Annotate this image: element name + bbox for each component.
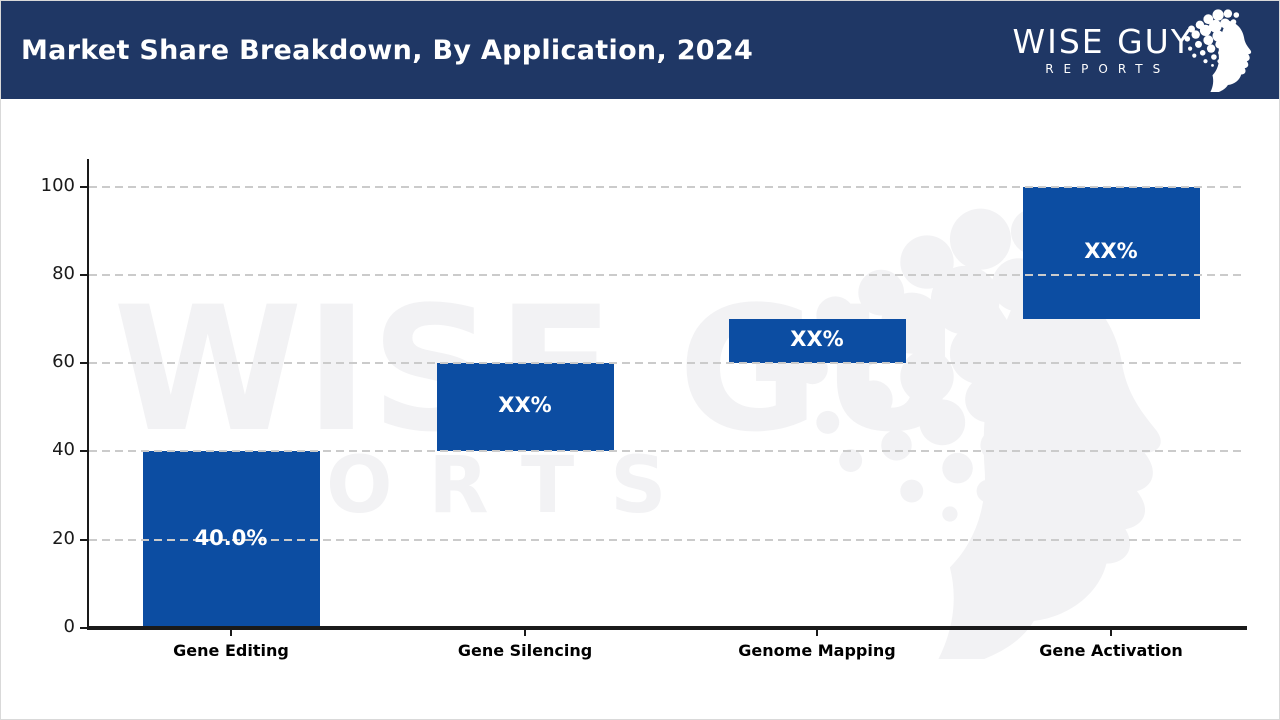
y-axis-line	[87, 159, 89, 630]
x-category-label: Gene Activation	[1039, 641, 1183, 660]
x-tick-mark	[230, 630, 232, 636]
bar-value-label: XX%	[498, 393, 552, 418]
bar	[1022, 186, 1200, 319]
y-tick-mark	[80, 538, 88, 541]
gridline	[89, 185, 1246, 188]
page-title: Market Share Breakdown, By Application, …	[21, 34, 754, 66]
y-tick-mark	[80, 185, 88, 188]
bar-value-label: 40.0%	[194, 525, 268, 550]
y-tick-mark	[80, 362, 88, 365]
y-tick-mark	[80, 627, 88, 629]
wiseguy-logo: WISE GUY REPORTS	[1012, 8, 1255, 92]
bar	[436, 363, 614, 452]
gridline	[89, 362, 1246, 365]
y-tick-label: 20	[52, 527, 75, 549]
gridline	[89, 538, 1246, 541]
x-tick-mark	[524, 630, 526, 636]
gridline	[89, 450, 1246, 453]
header: Market Share Breakdown, By Application, …	[1, 1, 1279, 99]
bar-value-label: XX%	[790, 327, 844, 352]
y-tick-label: 60	[52, 351, 75, 373]
x-tick-mark	[816, 630, 818, 636]
x-tick-mark	[1110, 630, 1112, 636]
y-tick-label: 40	[52, 439, 75, 461]
x-axis-line	[87, 626, 1247, 630]
bar-value-label: XX%	[1084, 238, 1138, 263]
logo-head-icon	[1184, 9, 1252, 92]
x-category-label: Genome Mapping	[738, 641, 896, 660]
bar	[728, 319, 906, 364]
x-category-label: Gene Silencing	[457, 641, 593, 660]
y-tick-mark	[80, 450, 88, 453]
x-category-label: Gene Editing	[173, 641, 289, 660]
y-tick-mark	[80, 273, 88, 276]
y-tick-label: 0	[63, 616, 75, 637]
logo-subtitle: REPORTS	[1045, 61, 1171, 76]
y-tick-label: 80	[52, 262, 75, 284]
gridline	[89, 273, 1246, 276]
logo-text: WISE GUY REPORTS	[1012, 25, 1193, 76]
logo-wordmark: WISE GUY	[1012, 21, 1193, 61]
y-tick-label: 100	[40, 174, 75, 196]
